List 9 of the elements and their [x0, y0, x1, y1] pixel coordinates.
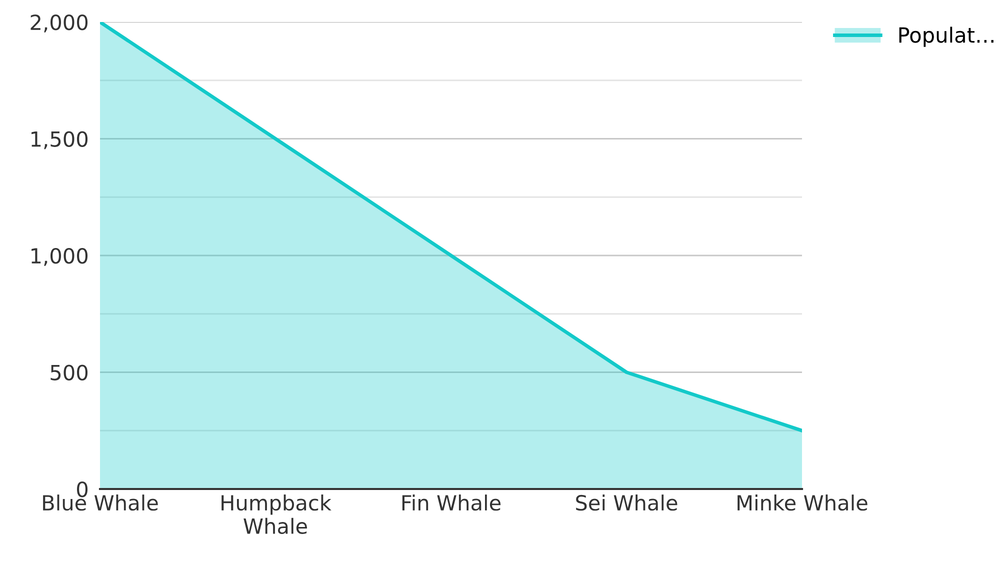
x-tick-label: Minke Whale — [738, 494, 868, 511]
legend-label: Populat… — [899, 26, 994, 47]
y-tick-label: 500 — [50, 364, 88, 380]
y-tick-label: 1,000 — [32, 248, 88, 266]
x-tick-label: Sei Whale — [576, 494, 678, 511]
y-tick-label: 1,500 — [32, 131, 88, 150]
x-tick-label: Humpback Whale — [222, 494, 332, 534]
x-tick-label: Fin Whale — [402, 494, 501, 511]
y-tick-label: 2,000 — [30, 14, 88, 32]
